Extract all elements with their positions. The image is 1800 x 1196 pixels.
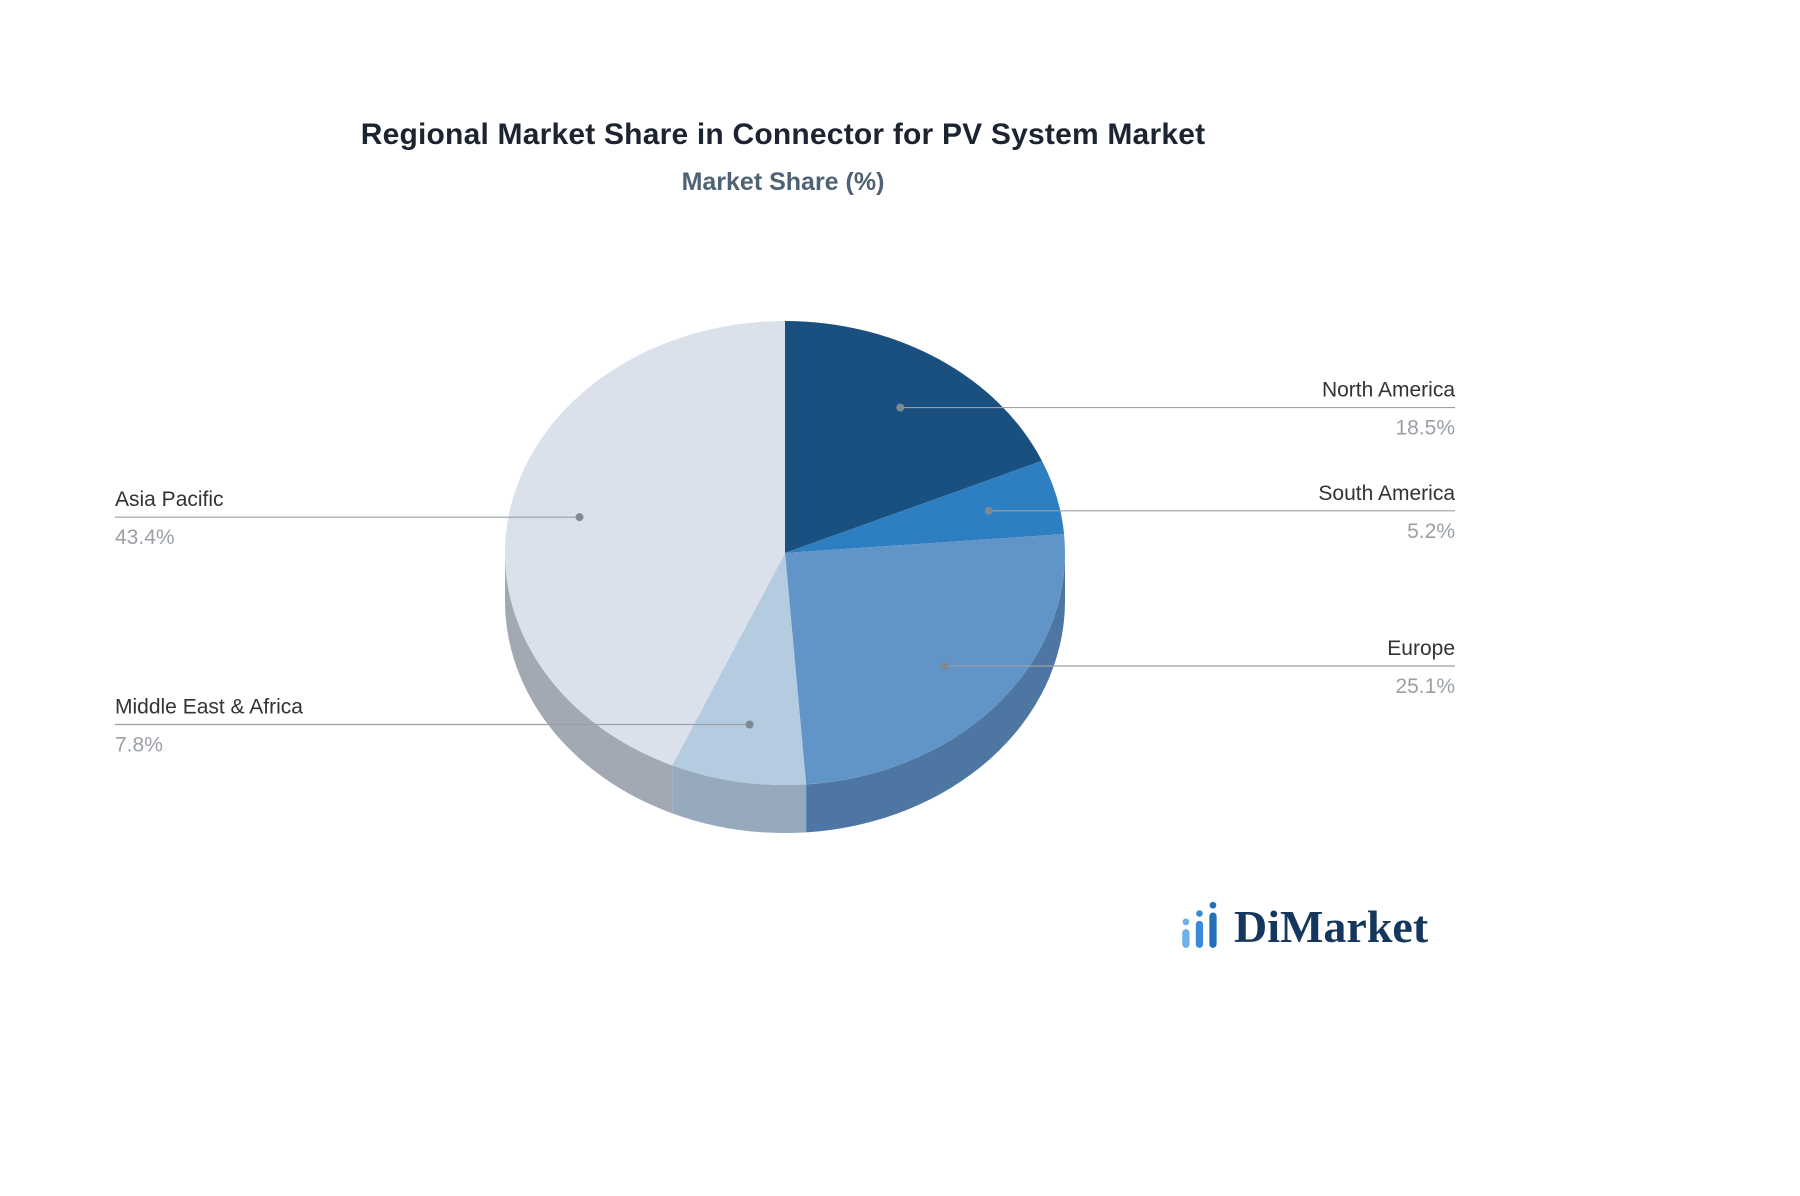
pie-slice-asia-pacific[interactable] [505, 321, 785, 766]
leader-dot-north-america [896, 403, 905, 412]
chart-title: Regional Market Share in Connector for P… [360, 118, 1206, 151]
pie-slice-north-america[interactable] [785, 321, 1042, 553]
bar-chart-icon [1182, 901, 1217, 948]
pie-slice-side-europe [806, 553, 1065, 833]
slice-value-south-america: 5.2% [1407, 520, 1455, 543]
pie-slice-south-america[interactable] [785, 460, 1065, 553]
leader-dot-middle-east-africa [745, 720, 754, 729]
slice-label-asia-pacific: Asia Pacific [115, 488, 224, 511]
slice-value-asia-pacific: 43.4% [115, 526, 175, 549]
leader-dot-south-america [984, 506, 993, 515]
slice-label-south-america: South America [1318, 482, 1455, 505]
pie-slice-europe[interactable] [785, 534, 1065, 785]
brand-logo-text: DiMarket [1234, 901, 1429, 952]
slice-label-north-america: North America [1322, 379, 1455, 402]
slice-label-middle-east-africa: Middle East & Africa [115, 696, 303, 719]
slice-label-europe: Europe [1387, 637, 1455, 660]
leader-dot-europe [940, 662, 949, 671]
pie-slice-side-middle-east-africa [672, 765, 807, 833]
pie-slice-middle-east-africa[interactable] [672, 553, 807, 786]
chart-subtitle: Market Share (%) [681, 168, 885, 196]
slice-value-middle-east-africa: 7.8% [115, 734, 163, 757]
leader-dot-asia-pacific [575, 513, 584, 522]
slice-value-north-america: 18.5% [1395, 417, 1455, 440]
pie-slice-side-asia-pacific [505, 553, 673, 814]
slice-value-europe: 25.1% [1395, 675, 1455, 698]
brand-logo: DiMarket [1178, 900, 1428, 950]
